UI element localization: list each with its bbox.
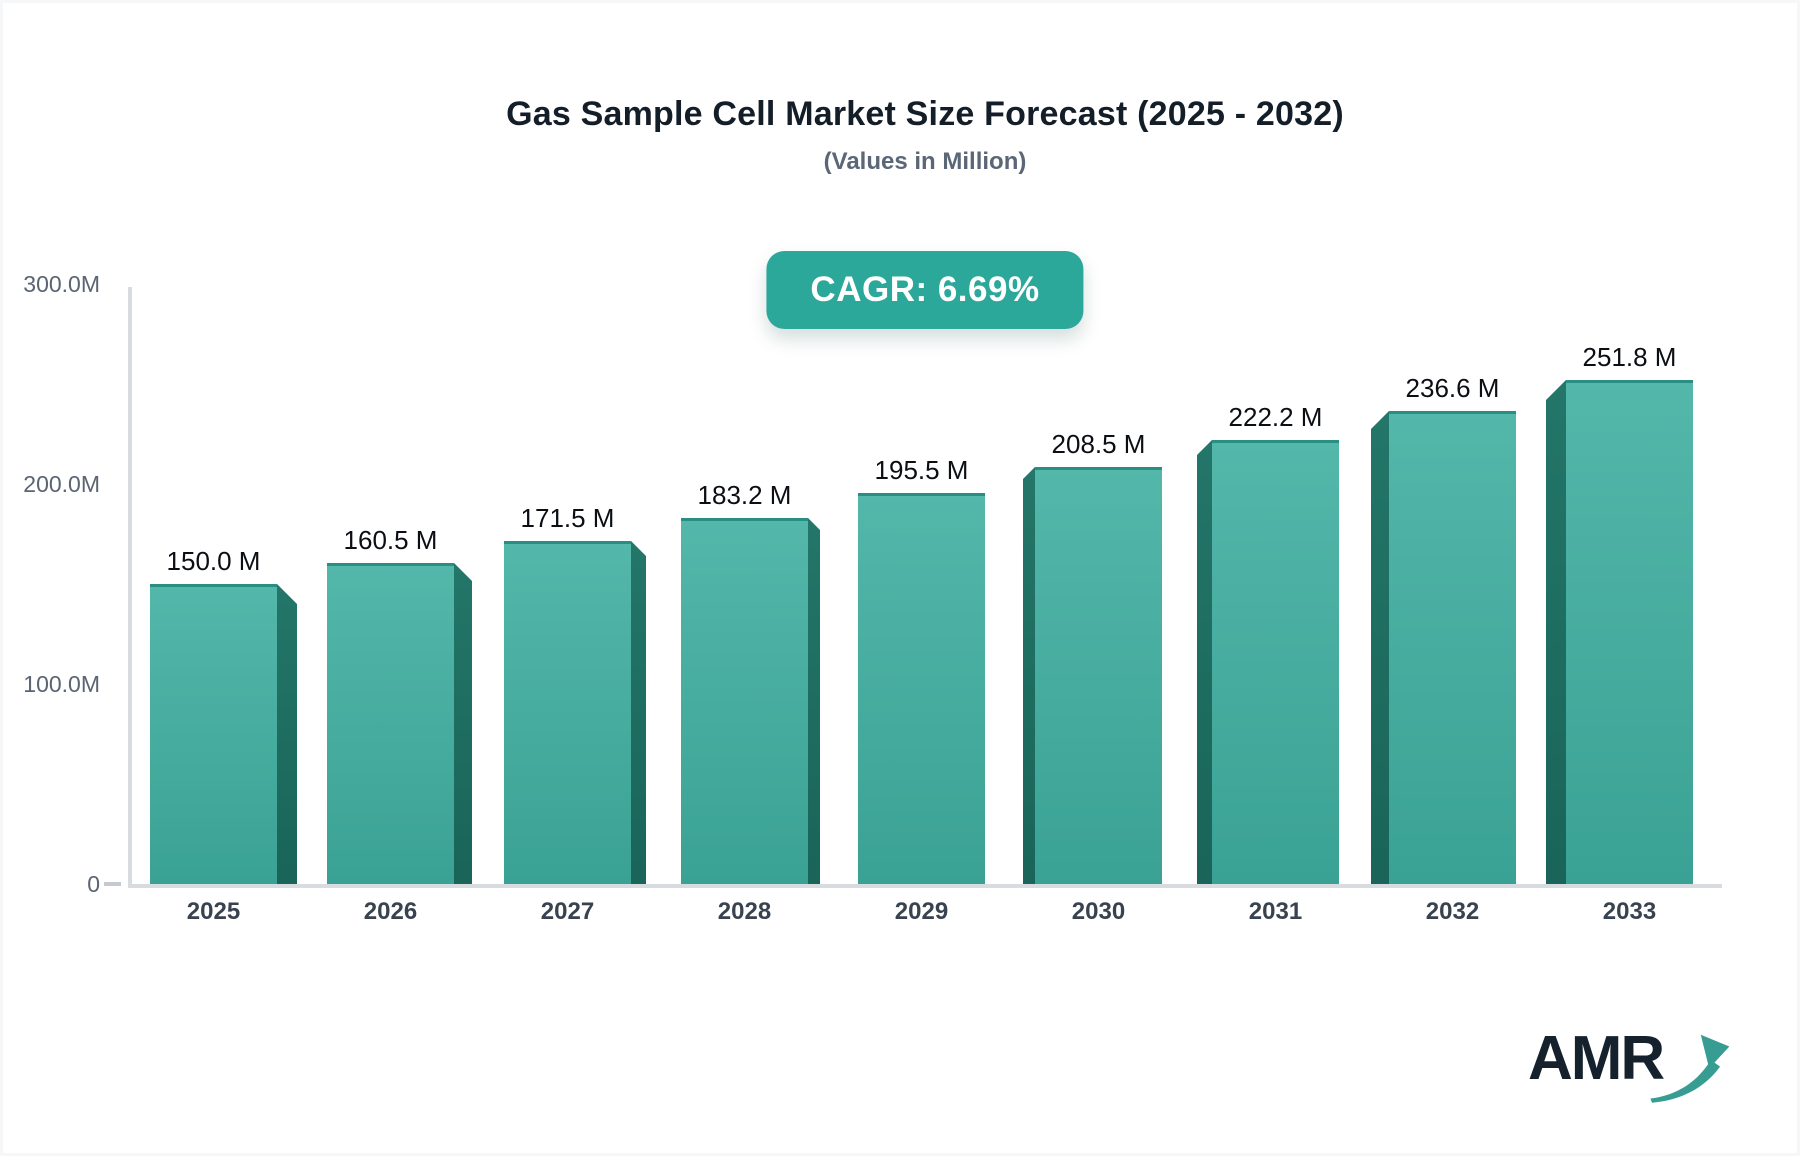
y-axis-tick-label: 0 <box>87 871 100 897</box>
bar-face[interactable] <box>1035 467 1162 884</box>
amr-logo-text: AMR <box>1528 1024 1665 1093</box>
bar-side-shade <box>631 541 646 884</box>
cagr-badge-label: CAGR: 6.69% <box>810 270 1040 309</box>
x-axis-label: 2029 <box>894 898 949 925</box>
bar-value-label: 222.2 M <box>1228 402 1323 432</box>
bar-value-label: 183.2 M <box>697 480 792 510</box>
bar-face[interactable] <box>327 563 454 884</box>
x-axis-label: 2031 <box>1248 898 1303 925</box>
bar-value-label: 160.5 M <box>343 525 438 555</box>
bar-value-label: 150.0 M <box>166 546 261 576</box>
bar-face[interactable] <box>150 584 277 884</box>
chart-title: Gas Sample Cell Market Size Forecast (20… <box>506 95 1344 133</box>
bar-face[interactable] <box>504 541 631 884</box>
bar-side-shade <box>1546 380 1566 884</box>
bar-face[interactable] <box>858 493 985 884</box>
x-axis-label: 2028 <box>717 898 772 925</box>
bar-value-label: 171.5 M <box>520 503 615 533</box>
x-axis-label: 2026 <box>363 898 418 925</box>
amr-logo: AMR <box>1528 1028 1731 1106</box>
bar-side-shade <box>277 584 297 884</box>
x-axis-label: 2025 <box>186 898 241 925</box>
bar-value-label: 251.8 M <box>1582 342 1677 372</box>
y-axis-tick <box>104 882 121 886</box>
bar-side-shade <box>1371 411 1389 884</box>
x-axis-label: 2032 <box>1425 898 1480 925</box>
y-axis-line <box>128 287 132 888</box>
bar-face[interactable] <box>1389 411 1516 884</box>
bar-face[interactable] <box>1566 380 1693 884</box>
bar-value-label: 208.5 M <box>1051 429 1146 459</box>
bar-side-shade <box>454 563 472 884</box>
bar-value-label: 236.6 M <box>1405 373 1500 403</box>
bar-side-shade <box>1023 467 1035 884</box>
logo-arrow-icon <box>1650 1034 1730 1103</box>
x-axis-label: 2030 <box>1071 898 1126 925</box>
y-axis-tick-label: 100.0M <box>23 671 100 697</box>
cagr-badge: CAGR: 6.69% <box>766 251 1084 329</box>
bar-face[interactable] <box>1212 440 1339 884</box>
bar-face[interactable] <box>681 518 808 884</box>
x-axis-label: 2027 <box>540 898 595 925</box>
bar-side-shade <box>808 518 820 884</box>
bar-value-label: 195.5 M <box>874 455 969 485</box>
x-axis-line <box>128 884 1722 888</box>
bar-side-shade <box>1197 440 1212 884</box>
y-axis-tick-label: 300.0M <box>23 271 100 297</box>
x-axis-label: 2033 <box>1602 898 1657 925</box>
chart-subtitle: (Values in Million) <box>823 148 1027 175</box>
y-axis-tick-label: 200.0M <box>23 471 100 497</box>
